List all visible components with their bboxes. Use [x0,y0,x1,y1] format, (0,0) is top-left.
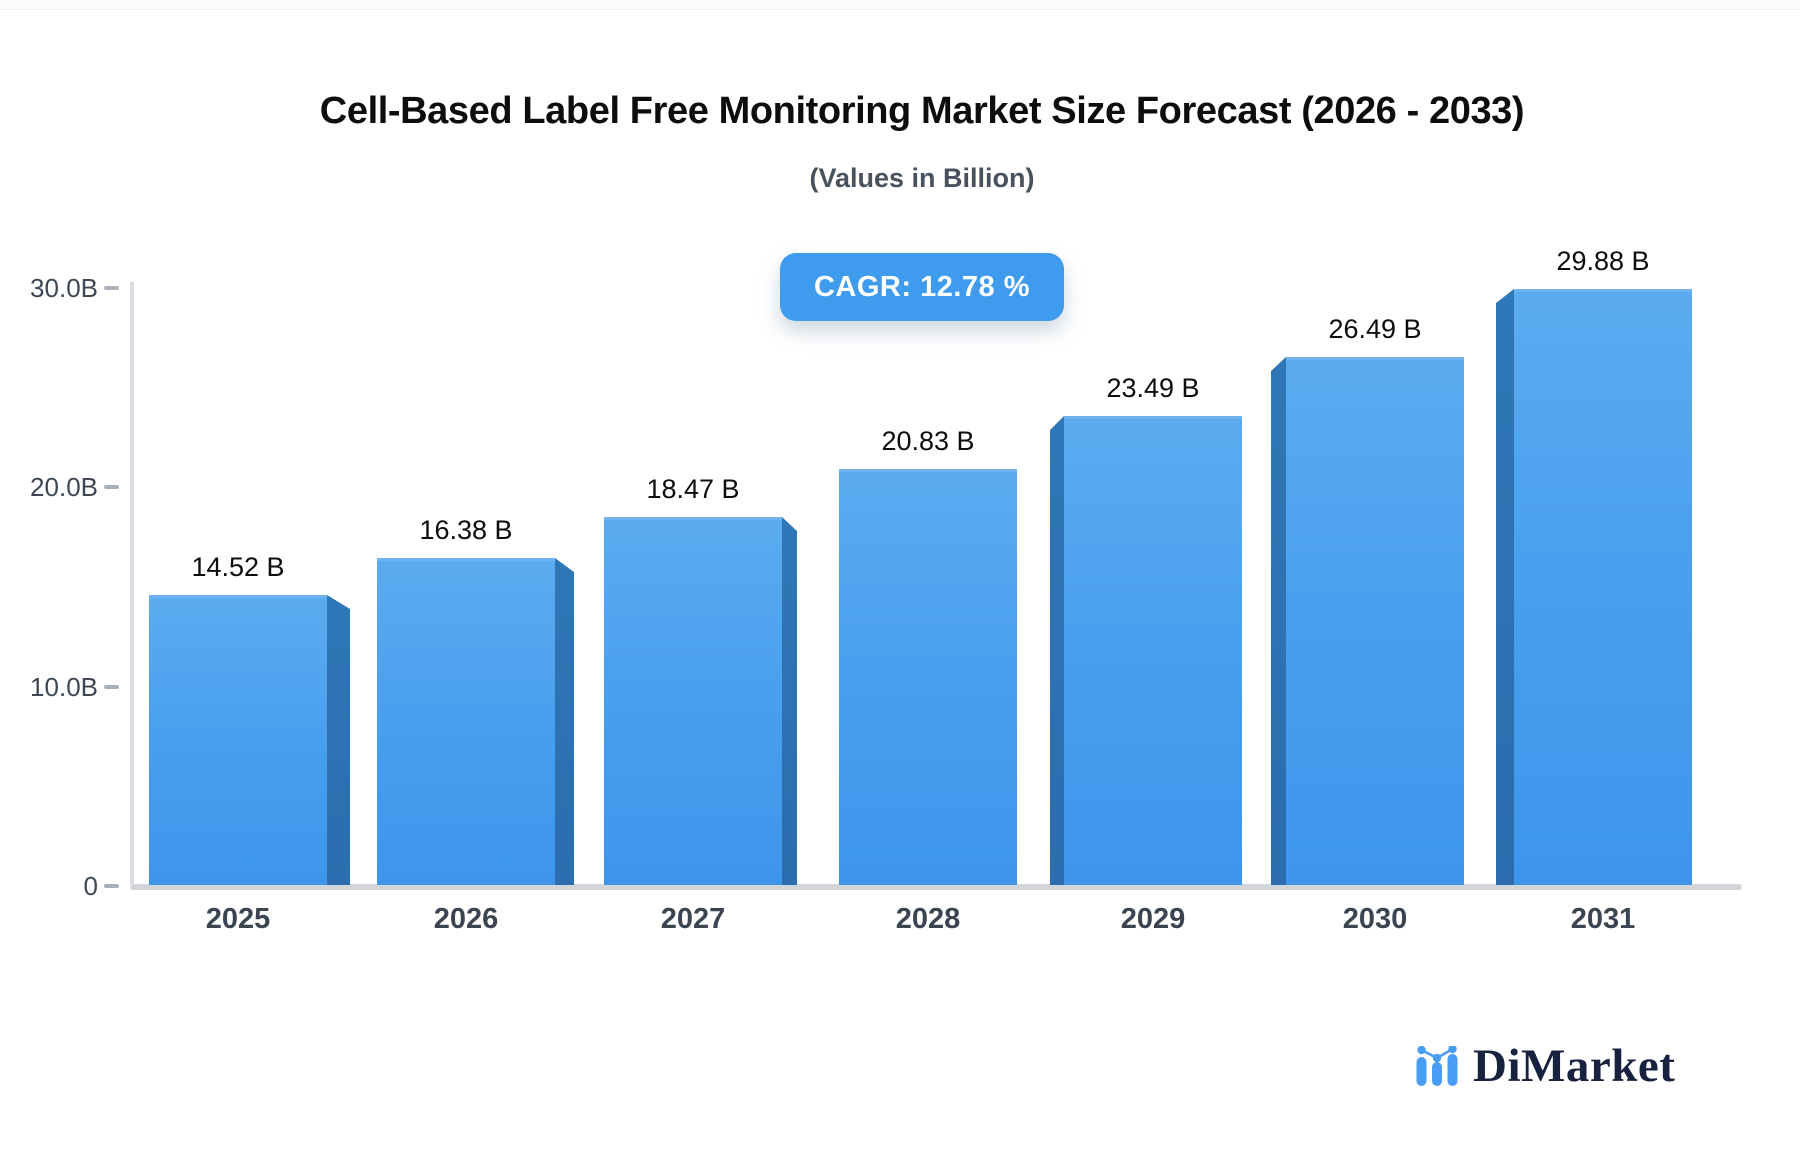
bar-value-label: 18.47 B [646,474,740,504]
bar-side-face [327,595,350,885]
x-tick-label: 2031 [1570,903,1636,935]
y-tick-mark [104,285,119,290]
bar-side-face [1050,416,1064,885]
bar-2028 [839,469,1017,885]
bar-value-label: 14.52 B [191,552,285,582]
chart-subtitle: (Values in Billion) [809,163,1035,193]
bar-side-face [555,558,574,885]
bar-2030 [1286,357,1464,885]
x-tick-label: 2030 [1342,903,1408,935]
dimarket-logo-text: DiMarket [1473,1040,1676,1092]
y-tick-label: 10.0B [30,671,98,702]
bar-side-face [1271,357,1286,885]
bar-2026 [377,558,555,885]
bar-2029 [1064,416,1242,885]
y-tick-label: 30.0B [30,272,98,303]
bar-2027 [604,517,782,885]
y-axis-line [130,282,134,884]
cagr-badge-row: CAGR: 12.78 % [44,253,1800,321]
bar-side-face [782,517,797,885]
bar-2025 [149,595,327,885]
x-tick-label: 2029 [1120,903,1186,935]
bar-value-label: 23.49 B [1106,373,1200,403]
page-top-strip [0,0,1800,10]
y-tick-mark [104,884,119,888]
x-tick-label: 2027 [660,903,726,935]
bar-value-label: 29.88 B [1556,246,1650,276]
x-tick-label: 2026 [433,903,499,935]
bar-value-label: 26.49 B [1328,314,1422,344]
x-tick-label: 2028 [895,903,961,935]
dimarket-logo: DiMarket [1416,1040,1676,1092]
chart-title: Cell-Based Label Free Monitoring Market … [319,90,1525,132]
y-tick-mark [104,485,119,489]
y-tick-label: 0 [83,871,98,901]
y-tick-mark [104,684,119,689]
cagr-badge: CAGR: 12.78 % [779,253,1064,321]
bar-value-label: 16.38 B [419,515,513,545]
bar-2031 [1514,289,1692,885]
y-tick-label: 20.0B [30,472,98,502]
bar-side-face [1496,289,1514,885]
bar-value-label: 20.83 B [881,426,975,456]
dimarket-bars-icon [1416,1046,1458,1086]
x-axis-line [130,884,1742,890]
x-tick-label: 2025 [205,903,271,935]
